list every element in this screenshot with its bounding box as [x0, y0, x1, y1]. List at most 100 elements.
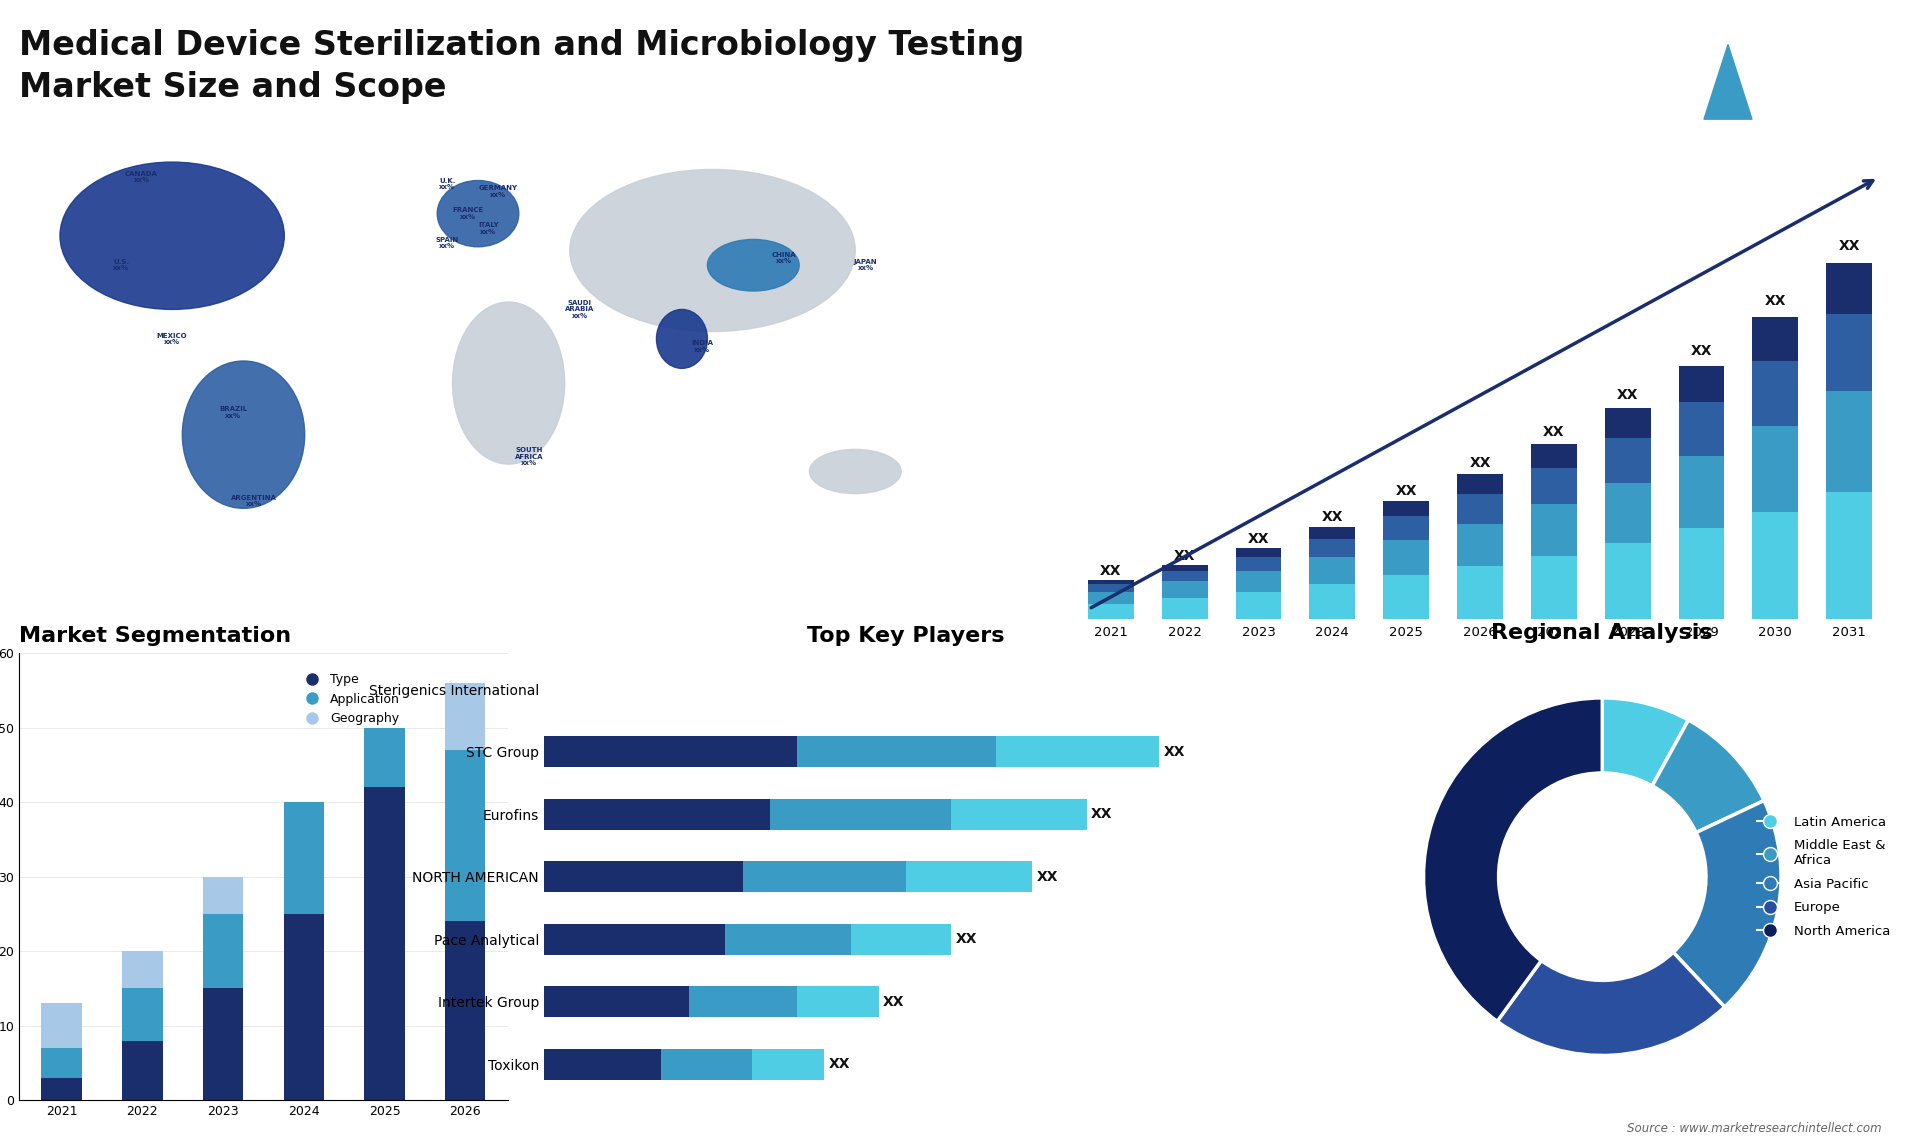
Bar: [1382, 541, 1428, 575]
Bar: [445, 921, 486, 1100]
Bar: [543, 986, 689, 1018]
Bar: [743, 861, 906, 893]
Bar: [906, 861, 1033, 893]
Bar: [1826, 314, 1872, 391]
Text: MEXICO
xx%: MEXICO xx%: [157, 332, 188, 345]
Bar: [1162, 598, 1208, 619]
Ellipse shape: [810, 449, 900, 494]
Bar: [1236, 591, 1281, 619]
Bar: [1530, 468, 1576, 504]
Text: ARGENTINA
xx%: ARGENTINA xx%: [230, 495, 276, 508]
Bar: [543, 924, 724, 955]
Bar: [1605, 438, 1651, 484]
Bar: [1089, 604, 1135, 619]
Bar: [42, 1004, 83, 1047]
Text: ITALY
xx%: ITALY xx%: [478, 222, 499, 235]
Text: XX: XX: [1321, 510, 1344, 524]
Bar: [1826, 391, 1872, 493]
Bar: [1678, 528, 1724, 619]
Bar: [1457, 566, 1503, 619]
Bar: [1236, 557, 1281, 571]
Bar: [1678, 402, 1724, 456]
Title: Regional Analysis: Regional Analysis: [1492, 623, 1713, 643]
Bar: [543, 799, 770, 830]
Bar: [1605, 543, 1651, 619]
Bar: [950, 799, 1087, 830]
Legend: Latin America, Middle East &
Africa, Asia Pacific, Europe, North America: Latin America, Middle East & Africa, Asi…: [1751, 810, 1895, 943]
Polygon shape: [1705, 45, 1751, 119]
Bar: [445, 683, 486, 751]
Text: XX: XX: [1164, 745, 1185, 759]
Bar: [689, 986, 797, 1018]
Text: U.S.
xx%: U.S. xx%: [113, 259, 129, 272]
Bar: [42, 1077, 83, 1100]
Bar: [284, 915, 324, 1100]
Bar: [1678, 366, 1724, 402]
Text: Source : www.marketresearchintellect.com: Source : www.marketresearchintellect.com: [1626, 1122, 1882, 1135]
Bar: [42, 1047, 83, 1077]
Bar: [204, 877, 244, 915]
Wedge shape: [1672, 801, 1782, 1007]
Bar: [365, 787, 405, 1100]
Bar: [851, 924, 950, 955]
Bar: [1236, 548, 1281, 557]
Text: SAUDI
ARABIA
xx%: SAUDI ARABIA xx%: [564, 300, 595, 319]
Bar: [1678, 456, 1724, 528]
Bar: [1162, 571, 1208, 581]
Bar: [1753, 426, 1799, 512]
Bar: [1382, 575, 1428, 619]
Bar: [797, 986, 879, 1018]
Bar: [123, 1041, 163, 1100]
Wedge shape: [1498, 952, 1724, 1055]
Bar: [1309, 557, 1356, 584]
Bar: [204, 988, 244, 1100]
Bar: [1309, 527, 1356, 539]
Text: CANADA
xx%: CANADA xx%: [125, 171, 157, 183]
Bar: [123, 951, 163, 988]
Text: U.K.
xx%: U.K. xx%: [440, 178, 455, 190]
Text: XX: XX: [1617, 387, 1638, 401]
Text: Market Segmentation: Market Segmentation: [19, 626, 292, 646]
Bar: [1530, 504, 1576, 556]
Wedge shape: [1603, 698, 1688, 786]
Bar: [1457, 524, 1503, 566]
Bar: [1162, 581, 1208, 598]
Text: XX: XX: [1037, 870, 1058, 884]
Bar: [1753, 317, 1799, 361]
Bar: [724, 924, 851, 955]
Text: CHINA
xx%: CHINA xx%: [772, 252, 797, 264]
Bar: [1753, 361, 1799, 426]
Text: BRAZIL
xx%: BRAZIL xx%: [219, 407, 248, 418]
Bar: [1753, 512, 1799, 619]
Bar: [543, 736, 797, 768]
Polygon shape: [1672, 45, 1720, 119]
Text: INTELLECT: INTELLECT: [1768, 100, 1828, 110]
Legend: Type, Application, Geography: Type, Application, Geography: [294, 668, 405, 730]
Text: XX: XX: [1692, 344, 1713, 358]
Text: XX: XX: [1248, 532, 1269, 545]
Text: XX: XX: [1091, 807, 1114, 822]
Ellipse shape: [60, 162, 284, 309]
Bar: [1382, 501, 1428, 517]
Text: MARKET: MARKET: [1768, 52, 1814, 62]
Text: GERMANY
xx%: GERMANY xx%: [478, 186, 518, 198]
Bar: [445, 751, 486, 921]
Bar: [770, 799, 950, 830]
Text: XX: XX: [1837, 238, 1860, 252]
Wedge shape: [1653, 720, 1764, 832]
Text: XX: XX: [1396, 484, 1417, 497]
Text: XX: XX: [883, 995, 904, 1008]
Bar: [365, 728, 405, 787]
Bar: [662, 1049, 753, 1080]
Bar: [543, 1049, 662, 1080]
Bar: [1382, 517, 1428, 541]
Title: Top Key Players: Top Key Players: [806, 626, 1004, 646]
Text: SOUTH
AFRICA
xx%: SOUTH AFRICA xx%: [515, 447, 543, 466]
Bar: [1605, 408, 1651, 438]
Text: XX: XX: [1173, 549, 1196, 563]
Bar: [1162, 565, 1208, 571]
Bar: [204, 915, 244, 988]
Bar: [543, 861, 743, 893]
Bar: [753, 1049, 824, 1080]
Ellipse shape: [453, 303, 564, 464]
